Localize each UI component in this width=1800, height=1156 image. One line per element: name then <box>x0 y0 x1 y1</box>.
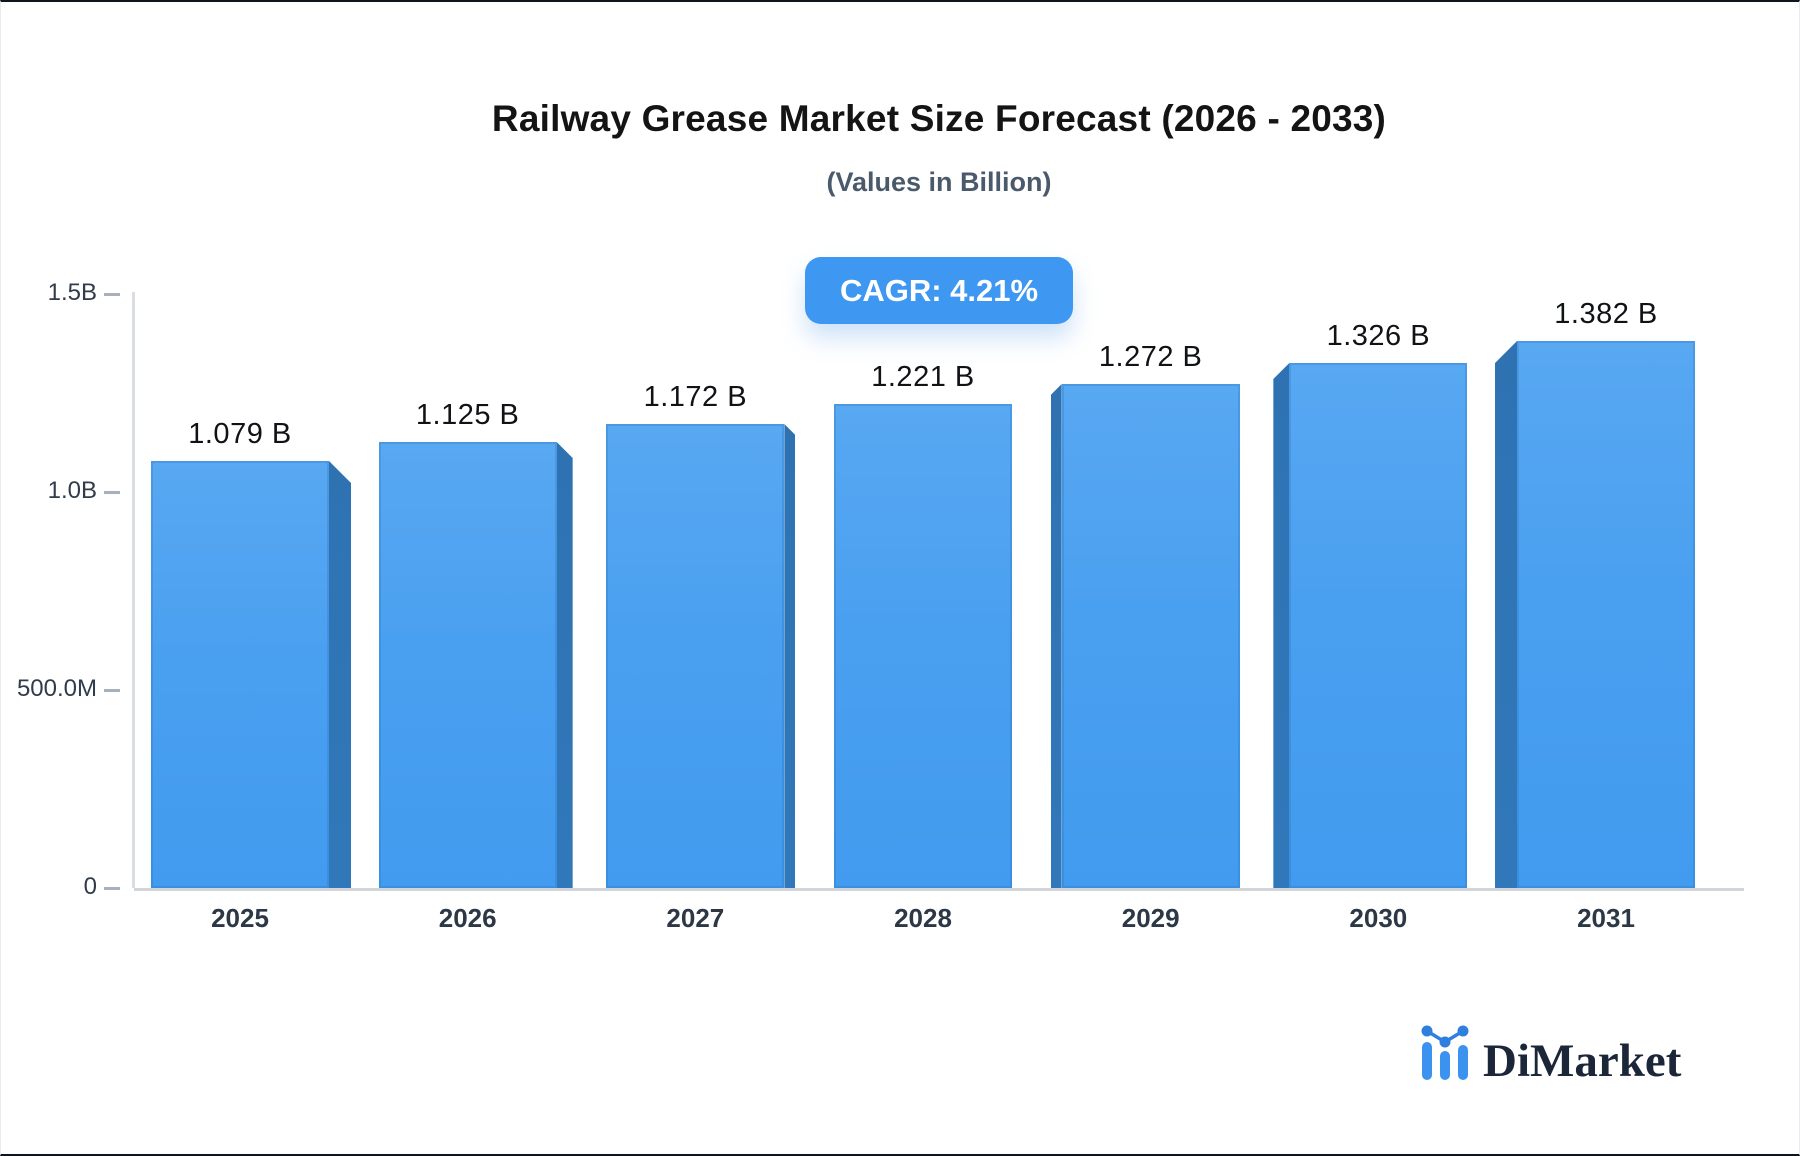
chart-title: Railway Grease Market Size Forecast (202… <box>491 98 1387 139</box>
bar-value-label: 1.326 B <box>1326 320 1431 352</box>
bar-side-face <box>784 424 796 888</box>
y-axis-tick <box>104 887 120 890</box>
bar-2025 <box>151 461 329 888</box>
y-axis-tick <box>104 293 120 296</box>
bar-side-face <box>1495 341 1518 888</box>
x-axis-category-label: 2031 <box>1577 903 1635 933</box>
bar-side-face <box>556 442 573 888</box>
x-axis-category-label: 2025 <box>211 903 269 933</box>
y-axis-tick-label: 500.0M <box>16 675 97 702</box>
bar-value-label: 1.079 B <box>188 418 292 450</box>
bar-value-label: 1.221 B <box>871 361 975 393</box>
bar-2029 <box>1061 384 1240 888</box>
bar-2030 <box>1289 363 1468 888</box>
x-axis-category-label: 2027 <box>666 903 725 933</box>
x-axis-category-label: 2026 <box>438 903 497 933</box>
bar-side-face <box>1050 384 1062 888</box>
brand-logo: DiMarket <box>1419 1024 1681 1085</box>
cagr-badge: CAGR: 4.21% <box>805 257 1073 324</box>
x-axis-category-label: 2028 <box>894 903 952 933</box>
bar-value-label: 1.125 B <box>415 399 520 431</box>
bar-2027 <box>606 424 785 888</box>
y-axis-tick-label: 0 <box>83 873 97 900</box>
bar-chart-logo-icon <box>1419 1024 1471 1085</box>
y-axis-line <box>132 292 135 888</box>
y-axis-tick-label: 1.5B <box>47 279 97 306</box>
cagr-badge-label: CAGR: 4.21% <box>839 272 1039 308</box>
x-axis-line <box>134 888 1744 891</box>
bar-value-label: 1.382 B <box>1554 298 1658 330</box>
y-axis-tick <box>104 689 120 692</box>
brand-logo-text: DiMarket <box>1483 1035 1682 1087</box>
bar-side-face <box>1273 363 1290 888</box>
x-axis-category-label: 2030 <box>1349 903 1408 933</box>
bar-value-label: 1.272 B <box>1098 341 1203 373</box>
bar-2028 <box>834 404 1012 888</box>
chart-subtitle: (Values in Billion) <box>826 167 1052 197</box>
y-axis-tick <box>104 491 120 494</box>
bar-2031 <box>1517 341 1696 888</box>
bar-2026 <box>378 442 557 888</box>
bar-side-face <box>329 461 351 888</box>
y-axis-tick-label: 1.0B <box>47 477 97 504</box>
bar-value-label: 1.172 B <box>643 381 748 413</box>
x-axis-category-label: 2029 <box>1121 903 1180 933</box>
